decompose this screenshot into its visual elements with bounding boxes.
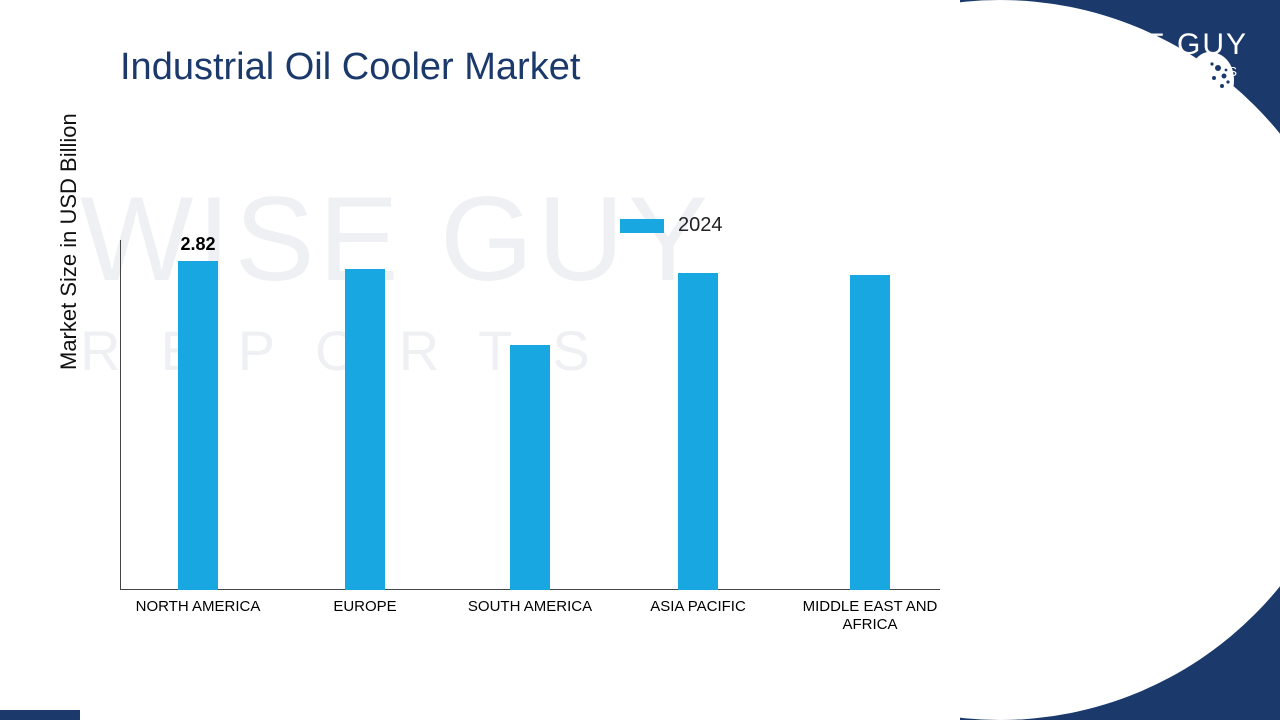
bar-group: MIDDLE EAST AND AFRICA xyxy=(850,275,890,590)
bar-group: SOUTH AMERICA xyxy=(510,345,550,590)
bar xyxy=(678,273,718,590)
head-icon xyxy=(1176,50,1242,120)
bar-group: ASIA PACIFIC xyxy=(678,273,718,590)
category-label: MIDDLE EAST AND AFRICA xyxy=(800,598,940,634)
bottom-accent-bar xyxy=(0,710,80,720)
bar-group: 2.82NORTH AMERICA xyxy=(178,261,218,590)
chart-canvas: WISE GUY REPORTS Industrial Oil Cooler M… xyxy=(0,0,1280,720)
bar-group: EUROPE xyxy=(345,269,385,590)
category-label: ASIA PACIFIC xyxy=(628,598,768,616)
brand-logo: WISE GUY REPORTS xyxy=(1082,28,1248,79)
y-axis xyxy=(120,240,121,590)
chart-title: Industrial Oil Cooler Market xyxy=(120,46,580,89)
bar xyxy=(850,275,890,590)
bar xyxy=(510,345,550,590)
bar xyxy=(178,261,218,590)
legend: 2024 xyxy=(620,214,723,237)
legend-swatch xyxy=(620,219,664,233)
y-axis-label: Market Size in USD Billion xyxy=(56,113,82,370)
category-label: SOUTH AMERICA xyxy=(460,598,600,616)
bar-value-label: 2.82 xyxy=(180,234,215,255)
category-label: NORTH AMERICA xyxy=(128,598,268,616)
legend-label: 2024 xyxy=(678,214,723,237)
chart-area: 2.82NORTH AMERICA EUROPE SOUTH AMERICA ASIA… xyxy=(120,240,940,590)
category-label: EUROPE xyxy=(295,598,435,616)
bar xyxy=(345,269,385,590)
